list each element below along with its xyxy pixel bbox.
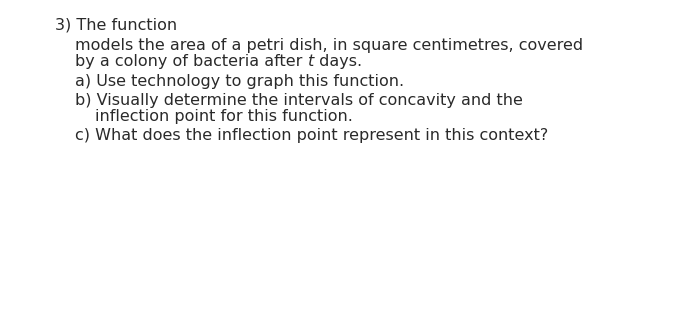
Text: c) What does the inflection point represent in this context?: c) What does the inflection point repres… bbox=[75, 128, 549, 143]
Text: models the area of a petri dish, in square centimetres, covered: models the area of a petri dish, in squa… bbox=[75, 38, 583, 53]
Text: 3) The function: 3) The function bbox=[55, 18, 177, 33]
Text: inflection point for this function.: inflection point for this function. bbox=[95, 109, 353, 124]
Text: a) Use technology to graph this function.: a) Use technology to graph this function… bbox=[75, 74, 404, 89]
Text: b) Visually determine the intervals of concavity and the: b) Visually determine the intervals of c… bbox=[75, 93, 523, 108]
Text: days.: days. bbox=[314, 54, 362, 69]
Text: by a colony of bacteria after: by a colony of bacteria after bbox=[75, 54, 307, 69]
Text: t: t bbox=[307, 54, 314, 69]
